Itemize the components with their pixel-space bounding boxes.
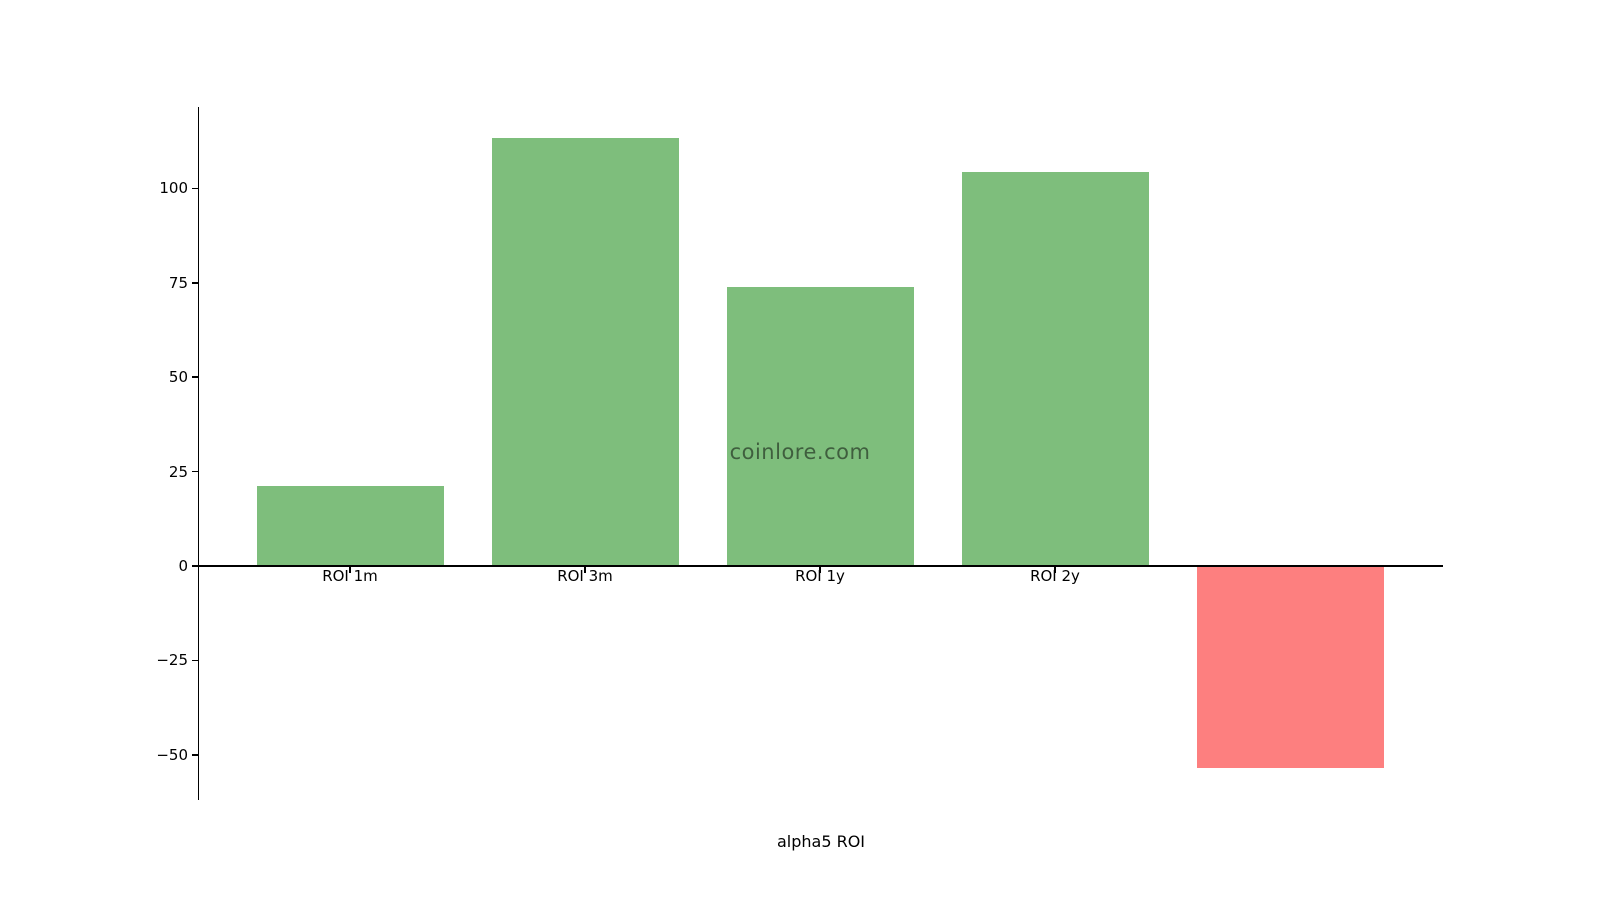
x-axis-zero-line [199,565,1443,567]
y-axis-spine [197,107,199,801]
y-tick-mark [191,282,198,284]
bar [491,137,679,566]
bar [1196,566,1384,769]
x-tick-mark [349,566,351,573]
y-tick-label: 25 [168,462,188,481]
y-tick-mark [191,754,198,756]
y-tick-label: 75 [168,273,188,292]
x-tick-label: ROI 1y [795,566,845,585]
x-tick-label: ROI 1m [322,566,378,585]
x-tick-label: ROI 3m [557,566,613,585]
x-tick-label: ROI 2y [1030,566,1080,585]
y-tick-mark [191,565,198,567]
bar [726,286,914,566]
y-tick-label: −50 [156,745,188,764]
y-tick-mark [191,470,198,473]
y-tick-mark [191,659,198,662]
y-tick-label: 0 [178,557,188,575]
bar [961,171,1149,566]
x-tick-mark [584,566,586,573]
y-tick-label: −25 [156,651,188,670]
y-tick-label: 100 [159,179,188,198]
y-tick-label: 50 [168,368,188,387]
x-tick-mark [1054,566,1056,573]
bar [256,485,444,566]
x-tick-mark [819,566,821,573]
watermark: coinlore.com [729,440,871,464]
x-axis-label: alpha5 ROI [776,832,866,851]
y-tick-mark [191,187,198,190]
y-tick-mark [191,376,198,378]
